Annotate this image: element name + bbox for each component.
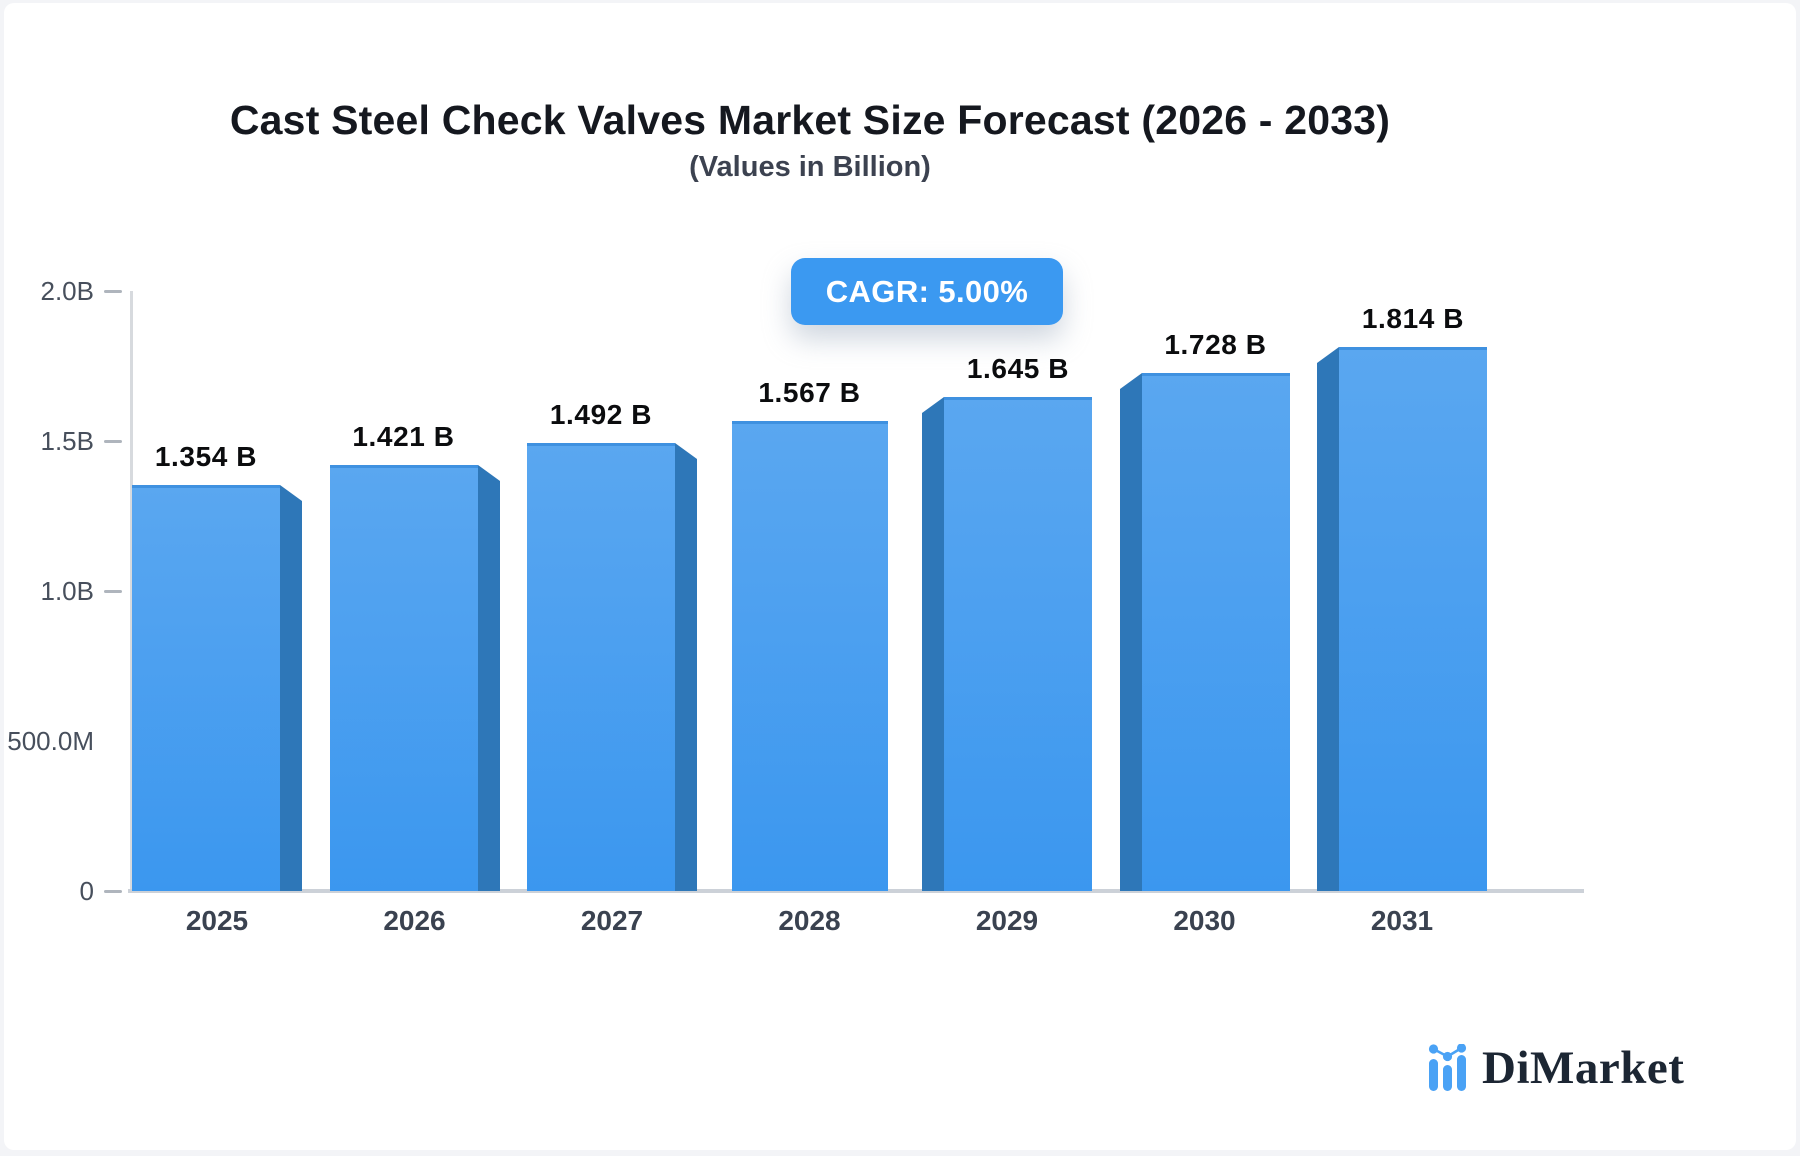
bar-top-edge bbox=[1142, 373, 1290, 376]
y-tick-label: 1.5B bbox=[40, 426, 95, 456]
brand-logo[interactable]: DiMarket bbox=[1428, 1041, 1684, 1095]
bar-front-face bbox=[1142, 373, 1290, 891]
bar-2029 bbox=[922, 397, 1092, 891]
x-axis-category-label: 2030 bbox=[1173, 905, 1236, 936]
bar-2025 bbox=[132, 485, 302, 891]
bar-2027 bbox=[527, 443, 697, 891]
bar-front-face bbox=[527, 443, 675, 891]
x-axis-category-label: 2028 bbox=[778, 905, 841, 936]
bar-value-label: 1.354 B bbox=[154, 441, 258, 472]
chart-subtitle: (Values in Billion) bbox=[689, 151, 931, 183]
y-axis-line bbox=[130, 291, 133, 891]
bar-2031 bbox=[1317, 347, 1487, 891]
cagr-badge-label: CAGR: 5.00% bbox=[825, 273, 1029, 309]
bar-front-face bbox=[1339, 347, 1487, 891]
y-tick-mark bbox=[104, 439, 122, 443]
brand-name: DiMarket bbox=[1482, 1042, 1685, 1094]
x-axis-line bbox=[128, 889, 1584, 893]
bar-side-face bbox=[1120, 373, 1142, 891]
cagr-badge: CAGR: 5.00% bbox=[791, 258, 1063, 325]
bar-top-edge bbox=[527, 443, 675, 446]
chart-card: Cast Steel Check Valves Market Size Fore… bbox=[4, 3, 1796, 1150]
bar-chart-logo-icon bbox=[1428, 1044, 1467, 1091]
bar-top-edge bbox=[132, 485, 280, 488]
chart-title: Cast Steel Check Valves Market Size Fore… bbox=[229, 97, 1391, 143]
bar-value-label: 1.645 B bbox=[966, 353, 1070, 384]
bar-value-label: 1.728 B bbox=[1164, 329, 1267, 360]
bar-side-face bbox=[280, 485, 302, 891]
bar-value-label: 1.492 B bbox=[549, 399, 653, 430]
x-axis-category-label: 2026 bbox=[383, 905, 446, 936]
bar-top-edge bbox=[944, 397, 1092, 400]
bar-front-face bbox=[330, 465, 478, 891]
bar-chart-plot-area: 2.0B 1.5B 1.0B 500.0M 0 1.354 B 2025 1.421 B 202… bbox=[4, 3, 1796, 1150]
x-axis-category-label: 2029 bbox=[975, 905, 1039, 936]
bar-top-edge bbox=[732, 421, 888, 424]
y-tick-label: 2.0B bbox=[40, 276, 95, 306]
bar-side-face bbox=[478, 465, 500, 891]
y-tick-mark bbox=[104, 289, 122, 293]
bar-front-face bbox=[132, 485, 280, 891]
bar-front-face bbox=[732, 421, 888, 891]
bar-top-edge bbox=[1339, 347, 1487, 350]
bar-front-face bbox=[944, 397, 1092, 891]
x-axis-category-label: 2031 bbox=[1370, 905, 1434, 936]
bar-2030 bbox=[1120, 373, 1290, 891]
y-tick-label: 1.0B bbox=[40, 576, 95, 606]
y-tick-label: 0 bbox=[79, 876, 94, 906]
bar-side-face bbox=[1317, 347, 1339, 891]
y-tick-mark bbox=[104, 889, 122, 893]
x-axis-category-label: 2027 bbox=[580, 905, 644, 936]
y-tick-mark bbox=[104, 589, 122, 593]
bar-value-label: 1.814 B bbox=[1361, 303, 1465, 334]
y-tick-label: 500.0M bbox=[7, 726, 94, 756]
x-axis-category-label: 2025 bbox=[185, 905, 249, 936]
bar-2028 bbox=[732, 421, 888, 891]
bar-2026 bbox=[330, 465, 500, 891]
bar-side-face bbox=[922, 397, 944, 891]
bar-value-label: 1.567 B bbox=[758, 377, 861, 408]
bar-value-label: 1.421 B bbox=[352, 421, 455, 452]
bar-top-edge bbox=[330, 465, 478, 468]
bar-side-face bbox=[675, 443, 697, 891]
